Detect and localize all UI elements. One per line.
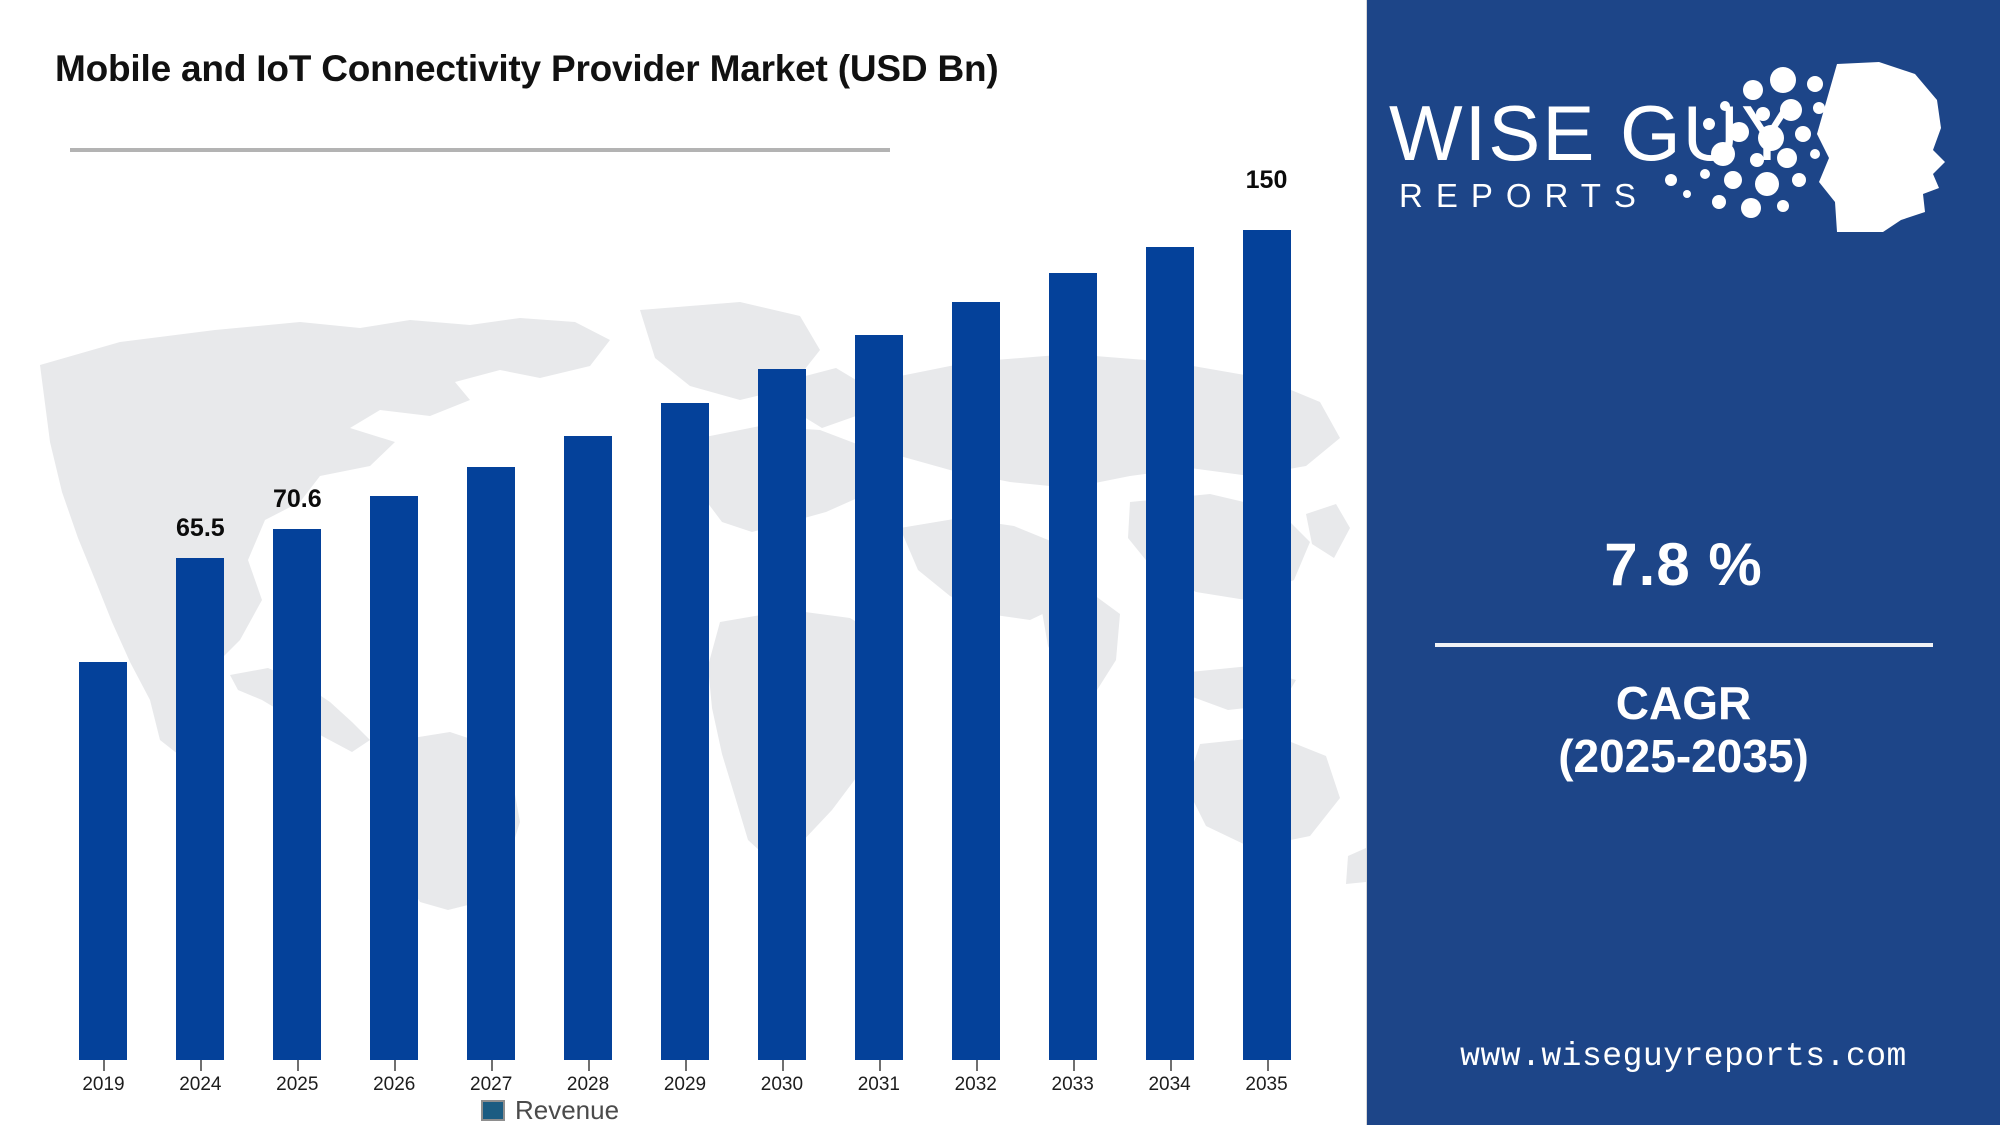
x-axis-label: 2035 — [1245, 1074, 1288, 1095]
bar-value-label: 150 — [1245, 166, 1288, 195]
bar-item[interactable] — [830, 230, 927, 1060]
bar-item[interactable] — [637, 230, 734, 1060]
x-axis-label: 2031 — [857, 1074, 900, 1095]
x-tick — [1024, 1060, 1121, 1072]
cagr-period: (2025-2035) — [1558, 729, 1809, 782]
x-tick — [927, 1060, 1024, 1072]
page-title: Mobile and IoT Connectivity Provider Mar… — [55, 48, 999, 89]
x-tick — [733, 1060, 830, 1072]
x-tick — [830, 1060, 927, 1072]
bar-2024[interactable] — [176, 557, 225, 1060]
wiseguy-reports-logo: WISE GUY REPORTS — [1367, 62, 2000, 232]
bar-item[interactable] — [443, 230, 540, 1060]
x-axis-labels: 2019 2024 2025 2026 2027 2028 2029 2030 … — [55, 1074, 1315, 1096]
bar-item[interactable] — [733, 230, 830, 1060]
x-axis-label: 2024 — [179, 1074, 222, 1095]
bar-item[interactable] — [55, 230, 152, 1060]
x-axis-label: 2025 — [276, 1074, 319, 1095]
chart-legend: Revenue — [0, 1095, 1100, 1125]
x-tick — [55, 1060, 152, 1072]
bar-2032[interactable] — [951, 302, 1000, 1060]
bar-item[interactable] — [540, 230, 637, 1060]
x-axis-label: 2019 — [82, 1074, 125, 1095]
bar-2025[interactable] — [273, 528, 322, 1060]
bar-2033[interactable] — [1048, 273, 1097, 1060]
chart-panel: Mobile and IoT Connectivity Provider Mar… — [0, 0, 1367, 1125]
x-tick — [249, 1060, 346, 1072]
x-tick — [1121, 1060, 1218, 1072]
bar-2034[interactable] — [1145, 246, 1194, 1060]
cagr-divider — [1434, 643, 1933, 647]
brand-panel: WISE GUY REPORTS — [1367, 0, 2000, 1125]
legend-swatch-icon — [480, 1100, 505, 1121]
svg-text:REPORTS: REPORTS — [1399, 177, 1649, 214]
bar-2026[interactable] — [370, 495, 419, 1060]
bar-value-label: 70.6 — [272, 484, 322, 513]
bar-2029[interactable] — [660, 402, 709, 1060]
bar-2028[interactable] — [564, 435, 613, 1060]
x-axis-label: 2030 — [760, 1074, 804, 1095]
bar-item[interactable]: 65.5 — [152, 230, 249, 1060]
bar-series: 65.5 70.6 — [55, 166, 1315, 1060]
x-tick — [540, 1060, 637, 1072]
bar-item[interactable] — [1121, 230, 1218, 1060]
x-axis-label: 2033 — [1051, 1074, 1094, 1095]
x-axis-label: 2028 — [566, 1074, 610, 1095]
website-url[interactable]: www.wiseguyreports.com — [1460, 1038, 1907, 1075]
bar-value-label: 65.5 — [176, 513, 225, 542]
x-tick — [443, 1060, 540, 1072]
bar-2027[interactable] — [467, 466, 516, 1060]
x-axis-ticks — [55, 1060, 1315, 1072]
x-tick — [637, 1060, 734, 1072]
x-tick — [1218, 1060, 1315, 1072]
bar-2035[interactable] — [1242, 230, 1291, 1060]
legend-label: Revenue — [514, 1095, 620, 1125]
cagr-value: 7.8 % — [1604, 531, 1763, 598]
x-axis-label: 2027 — [470, 1074, 513, 1095]
bar-item[interactable] — [1024, 230, 1121, 1060]
bar-2031[interactable] — [854, 334, 903, 1060]
cagr-label: CAGR — [1615, 677, 1752, 729]
bar-2030[interactable] — [757, 369, 806, 1060]
x-axis-label: 2026 — [373, 1074, 416, 1095]
title-divider — [70, 148, 890, 152]
x-tick — [152, 1060, 249, 1072]
bar-item[interactable]: 70.6 — [249, 230, 346, 1060]
x-tick — [346, 1060, 443, 1072]
cagr-block: 7.8 % CAGR (2025-2035) — [1367, 530, 2000, 783]
bar-item[interactable]: 150 — [1218, 166, 1315, 1060]
x-axis-label: 2029 — [663, 1074, 707, 1095]
bar-2019[interactable] — [79, 661, 128, 1060]
x-axis-label: 2034 — [1148, 1074, 1191, 1095]
plot-area: 65.5 70.6 — [55, 166, 1315, 1060]
bar-item[interactable] — [346, 230, 443, 1060]
x-axis-label: 2032 — [954, 1074, 997, 1095]
bar-item[interactable] — [927, 230, 1024, 1060]
